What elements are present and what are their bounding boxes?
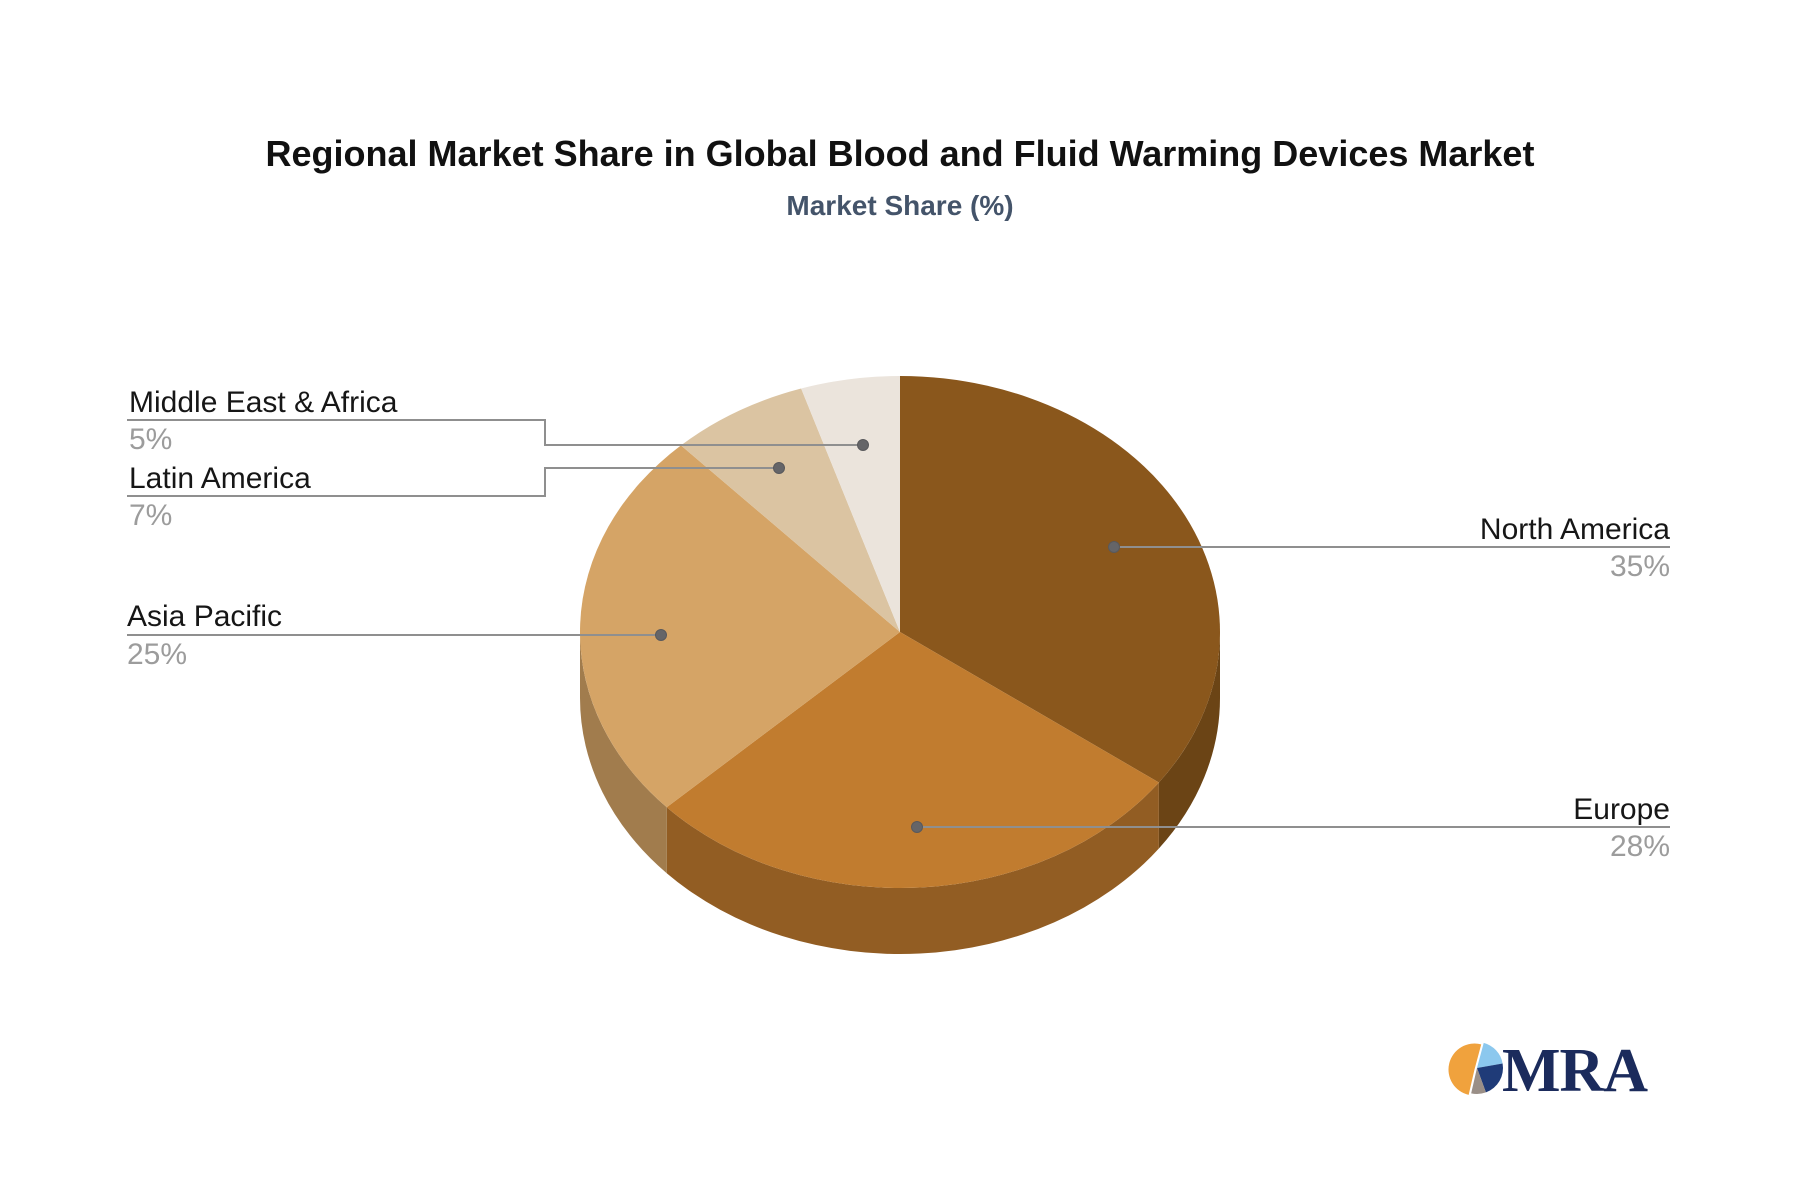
slice-label-north-america: North America	[1479, 513, 1670, 546]
slice-value-latin-america: 7%	[129, 499, 173, 532]
slice-label-middle-east-africa: Middle East & Africa	[129, 386, 398, 419]
pie-slice-side-asia-pacific	[580, 632, 667, 874]
logo-wedge-navy	[1477, 1063, 1503, 1093]
leader-line-latin-america	[127, 467, 779, 497]
chart-title: Regional Market Share in Global Blood an…	[265, 133, 1535, 174]
slice-label-asia-pacific: Asia Pacific	[127, 600, 283, 633]
pie-slice-europe[interactable]	[666, 632, 1159, 888]
logo-wedge-gray	[1471, 1068, 1486, 1094]
slice-value-europe: 28%	[1609, 830, 1670, 863]
pie-slice-middle-east-africa[interactable]	[801, 376, 900, 632]
leader-dot-middle-east-africa	[857, 439, 869, 451]
leader-dot-north-america	[1108, 541, 1120, 553]
leader-dot-latin-america	[773, 462, 785, 474]
slice-label-europe: Europe	[1573, 793, 1670, 826]
mra-logo-text: MRA	[1502, 1037, 1648, 1105]
slice-value-north-america: 35%	[1609, 550, 1670, 583]
pie-slice-side-europe	[666, 782, 1159, 955]
leader-line-middle-east-africa	[127, 419, 863, 446]
logo-wedge-lightblue	[1477, 1042, 1503, 1068]
mra-logo-icon	[1448, 1042, 1503, 1095]
logo-wedge-orange	[1448, 1043, 1482, 1095]
slice-value-asia-pacific: 25%	[127, 638, 188, 671]
pie-slice-side-north-america	[1158, 632, 1220, 849]
pie-slice-latin-america[interactable]	[680, 388, 900, 632]
slice-value-middle-east-africa: 5%	[129, 423, 173, 456]
leader-dot-europe	[911, 821, 923, 833]
chart-subtitle: Market Share (%)	[786, 190, 1014, 221]
pie-slice-asia-pacific[interactable]	[580, 445, 900, 808]
pie-slice-north-america[interactable]	[900, 376, 1220, 783]
leader-dot-asia-pacific	[655, 629, 667, 641]
slice-label-latin-america: Latin America	[129, 462, 311, 495]
